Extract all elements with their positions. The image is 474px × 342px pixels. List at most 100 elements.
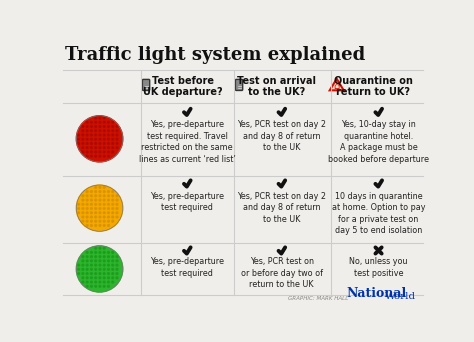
Circle shape [91, 126, 92, 128]
Circle shape [82, 151, 84, 153]
Circle shape [116, 143, 118, 144]
Text: Test before
UK departure?: Test before UK departure? [144, 76, 223, 97]
Circle shape [95, 281, 97, 283]
Circle shape [103, 117, 105, 119]
Text: Yes, pre-departure
test required. Travel
restricted on the same
lines as current: Yes, pre-departure test required. Travel… [139, 120, 236, 164]
Circle shape [103, 134, 105, 136]
Circle shape [112, 281, 114, 283]
Circle shape [116, 147, 118, 149]
Circle shape [99, 260, 101, 262]
Circle shape [103, 151, 105, 153]
Circle shape [103, 186, 105, 188]
Circle shape [86, 212, 88, 214]
Circle shape [86, 268, 88, 270]
Circle shape [112, 268, 114, 270]
Circle shape [78, 134, 80, 136]
Circle shape [95, 277, 97, 279]
Circle shape [82, 138, 84, 140]
Circle shape [86, 260, 88, 262]
Circle shape [82, 212, 84, 214]
Circle shape [103, 138, 105, 140]
Circle shape [91, 143, 92, 144]
Circle shape [103, 247, 105, 249]
Circle shape [95, 126, 97, 128]
Text: Yes, PCR test on day 2
and day 8 of return
to the UK: Yes, PCR test on day 2 and day 8 of retu… [237, 192, 326, 224]
Circle shape [99, 281, 101, 283]
Circle shape [82, 208, 84, 209]
Circle shape [78, 268, 80, 270]
Circle shape [103, 121, 105, 123]
Circle shape [95, 225, 97, 226]
Text: National: National [346, 287, 406, 300]
Circle shape [82, 277, 84, 279]
FancyBboxPatch shape [142, 79, 150, 91]
Circle shape [86, 220, 88, 222]
Circle shape [99, 208, 101, 209]
Circle shape [103, 199, 105, 201]
Circle shape [112, 190, 114, 193]
Circle shape [108, 285, 109, 287]
Circle shape [86, 147, 88, 149]
Circle shape [76, 116, 123, 162]
Circle shape [108, 130, 109, 132]
Circle shape [86, 256, 88, 258]
Circle shape [112, 138, 114, 140]
Circle shape [82, 273, 84, 275]
Circle shape [82, 203, 84, 205]
Circle shape [91, 147, 92, 149]
Circle shape [95, 147, 97, 149]
Circle shape [95, 251, 97, 253]
Circle shape [91, 220, 92, 222]
Circle shape [108, 121, 109, 123]
Circle shape [99, 199, 101, 201]
Circle shape [86, 151, 88, 153]
Text: Yes, PCR test on day 2
and day 8 of return
to the UK: Yes, PCR test on day 2 and day 8 of retu… [237, 120, 326, 152]
Circle shape [116, 256, 118, 258]
Circle shape [116, 199, 118, 201]
Circle shape [116, 208, 118, 209]
Circle shape [91, 151, 92, 153]
Circle shape [99, 126, 101, 128]
Circle shape [95, 195, 97, 197]
Circle shape [112, 130, 114, 132]
Circle shape [91, 195, 92, 197]
Circle shape [103, 260, 105, 262]
Circle shape [86, 138, 88, 140]
Circle shape [99, 121, 101, 123]
Circle shape [95, 155, 97, 157]
Circle shape [86, 155, 88, 157]
Circle shape [95, 121, 97, 123]
Circle shape [116, 134, 118, 136]
Circle shape [108, 155, 109, 157]
Circle shape [103, 126, 105, 128]
Circle shape [86, 251, 88, 253]
Circle shape [95, 216, 97, 218]
Circle shape [91, 281, 92, 283]
Text: Yes, PCR test on
or before day two of
return to the UK: Yes, PCR test on or before day two of re… [241, 258, 323, 289]
Circle shape [103, 256, 105, 258]
Circle shape [91, 273, 92, 275]
Circle shape [95, 208, 97, 209]
Circle shape [95, 273, 97, 275]
Text: Traffic light system explained: Traffic light system explained [65, 46, 366, 64]
Circle shape [82, 134, 84, 136]
Circle shape [91, 208, 92, 209]
Circle shape [99, 247, 101, 249]
Circle shape [103, 143, 105, 144]
Circle shape [103, 190, 105, 193]
Circle shape [103, 195, 105, 197]
Circle shape [108, 151, 109, 153]
Circle shape [116, 268, 118, 270]
Circle shape [78, 264, 80, 266]
Circle shape [82, 220, 84, 222]
Circle shape [108, 220, 109, 222]
Circle shape [116, 273, 118, 275]
Circle shape [91, 121, 92, 123]
Circle shape [95, 130, 97, 132]
Circle shape [78, 138, 80, 140]
Circle shape [95, 260, 97, 262]
Circle shape [112, 134, 114, 136]
Circle shape [99, 212, 101, 214]
Circle shape [78, 143, 80, 144]
Circle shape [103, 268, 105, 270]
